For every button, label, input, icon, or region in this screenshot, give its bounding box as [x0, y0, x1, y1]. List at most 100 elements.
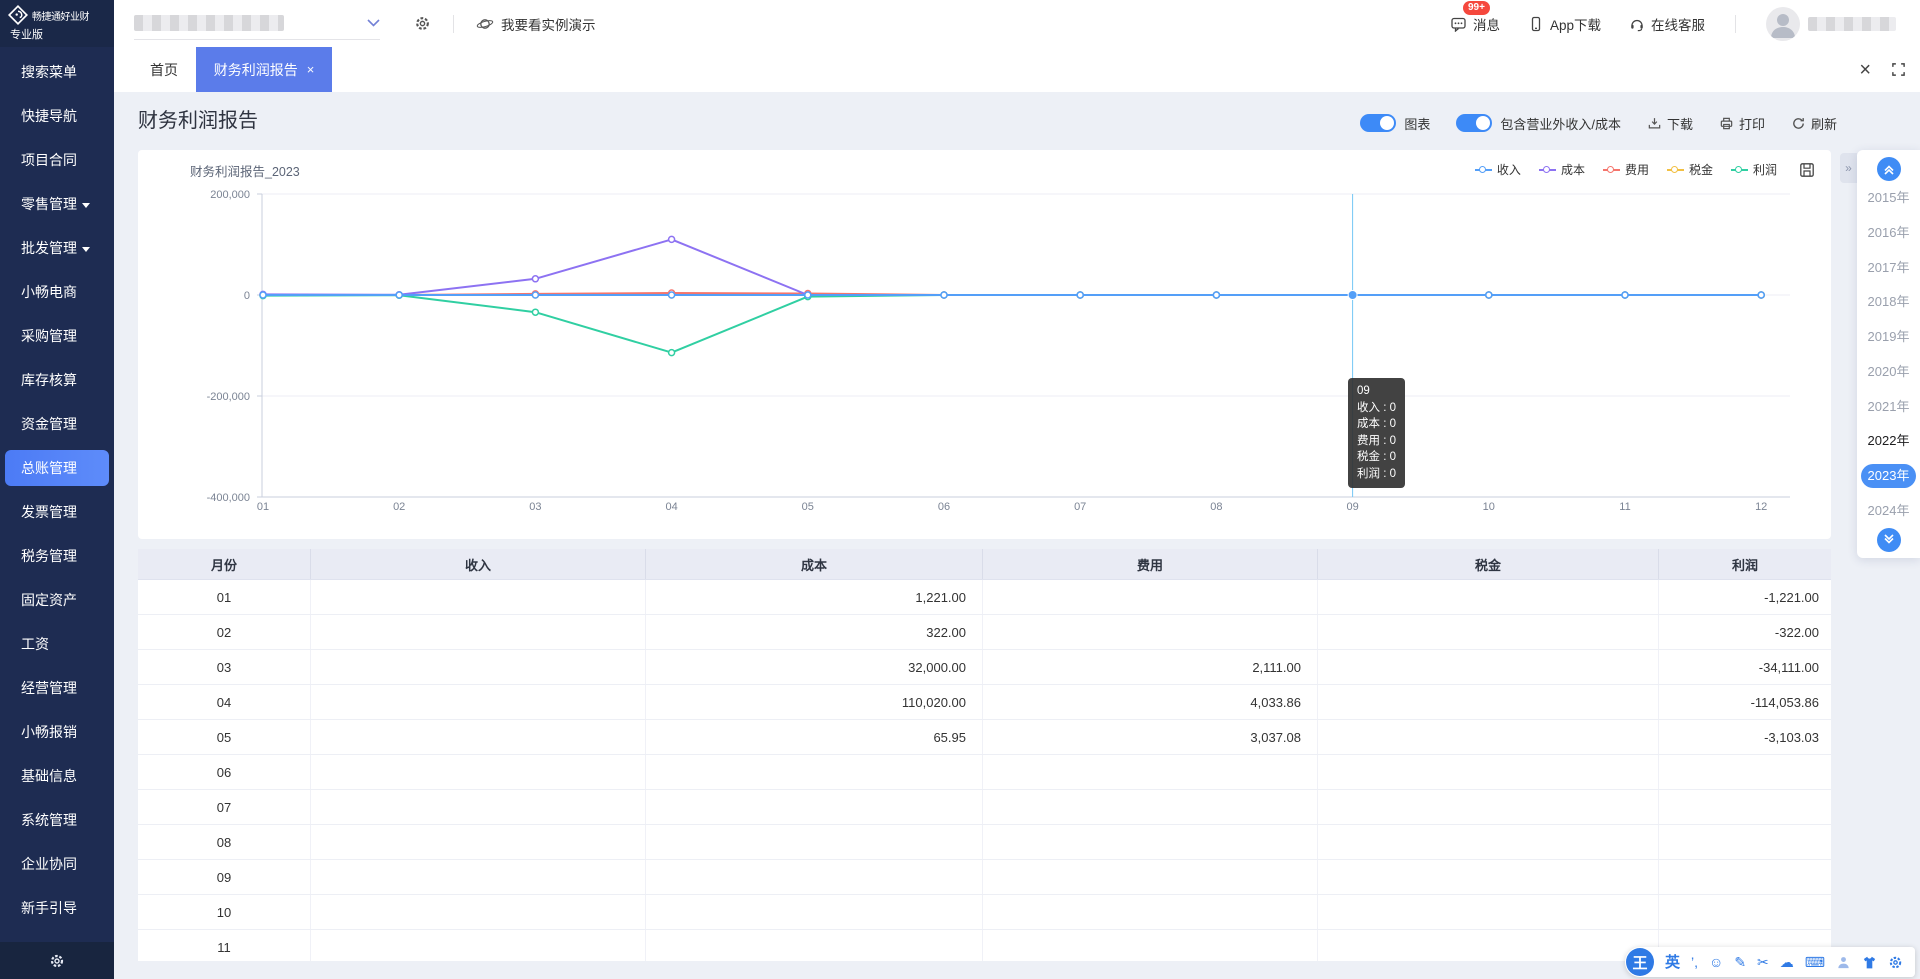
collapse-chevron-icon: » — [1845, 161, 1852, 175]
table-cell — [311, 650, 646, 684]
sidebar-item[interactable]: 小畅电商 — [0, 270, 114, 314]
online-support-button[interactable]: 在线客服 — [1629, 14, 1705, 34]
year-panel: 2015年 2016年 2017年 2018年 2019年 2020年 2021年 2022年… — [1857, 150, 1920, 558]
year-item[interactable]: 2018年 — [1868, 290, 1910, 314]
sidebar-item[interactable]: 固定资产 — [0, 578, 114, 622]
ime-logo[interactable]: 王 — [1626, 948, 1654, 976]
table-cell — [1318, 685, 1659, 719]
sidebar-item[interactable]: 批发管理 — [0, 226, 114, 270]
table-cell: 01 — [138, 580, 311, 614]
download-button[interactable]: 下载 — [1647, 114, 1693, 133]
sidebar-item[interactable]: 经营管理 — [0, 666, 114, 710]
chart-toggle[interactable] — [1360, 114, 1396, 132]
sidebar-item-label: 系统管理 — [21, 812, 77, 828]
profit-line-chart[interactable]: 200,0000-200,000-400,0000102030405060708… — [138, 150, 1831, 539]
table-cell: 10 — [138, 895, 311, 929]
year-item[interactable]: 2019年 — [1868, 325, 1910, 349]
table-cell — [311, 825, 646, 859]
user-menu[interactable] — [1766, 7, 1896, 41]
tab-profit-report[interactable]: 财务利润报告 × — [196, 47, 332, 92]
messages-button[interactable]: 99+ 消息 — [1450, 14, 1500, 34]
include-nonoperating-toggle[interactable] — [1456, 114, 1492, 132]
sidebar-item[interactable]: 发票管理 — [0, 490, 114, 534]
scissors-icon[interactable]: ✂ — [1757, 955, 1769, 969]
sidebar-settings-button[interactable] — [0, 942, 114, 979]
sidebar-item[interactable]: 企业协同 — [0, 842, 114, 886]
table-cell — [646, 895, 983, 929]
year-item[interactable]: 2024年 — [1868, 499, 1910, 523]
scroll-years-down-button[interactable] — [1877, 528, 1901, 552]
year-item[interactable]: 2015年 — [1868, 186, 1910, 210]
table-cell: -114,053.86 — [1659, 685, 1831, 719]
sidebar-item[interactable]: 采购管理 — [0, 314, 114, 358]
refresh-button[interactable]: 刷新 — [1791, 114, 1837, 133]
handwriting-pencil-icon[interactable]: ✎ — [1734, 955, 1746, 969]
brand-edition: 专业版 — [8, 26, 108, 42]
scroll-years-up-button[interactable] — [1877, 157, 1901, 181]
tab-home[interactable]: 首页 — [132, 47, 196, 92]
emoji-icon[interactable]: ☺ — [1709, 955, 1723, 969]
sidebar-item[interactable]: 快捷导航 — [0, 94, 114, 138]
sidebar-item[interactable]: 系统管理 — [0, 798, 114, 842]
app-download-label: App下载 — [1550, 14, 1601, 34]
sidebar-item[interactable]: 总账管理 — [5, 450, 109, 486]
sidebar-item[interactable]: 零售管理 — [0, 182, 114, 226]
year-item[interactable]: 2016年 — [1868, 221, 1910, 245]
sidebar-item[interactable]: 基础信息 — [0, 754, 114, 798]
sidebar-item-label: 零售管理 — [21, 196, 77, 212]
sidebar-item[interactable]: 库存核算 — [0, 358, 114, 402]
ime-settings-gear-icon[interactable] — [1888, 955, 1903, 970]
svg-text:200,000: 200,000 — [210, 189, 250, 201]
sidebar-item-label: 发票管理 — [21, 504, 77, 520]
sidebar-item[interactable]: 项目合同 — [0, 138, 114, 182]
ime-language-toggle[interactable]: 英 — [1665, 955, 1680, 970]
demo-link-label: 我要看实例演示 — [501, 14, 596, 34]
printer-icon — [1719, 116, 1734, 131]
year-item[interactable]: 2021年 — [1868, 395, 1910, 419]
company-selector[interactable] — [134, 15, 380, 40]
year-item[interactable]: 2023年 — [1861, 464, 1917, 488]
sidebar-item-label: 企业协同 — [21, 856, 77, 872]
table-header-cell: 月份 — [138, 549, 311, 579]
keyboard-icon[interactable]: ⌨ — [1805, 955, 1825, 969]
year-item[interactable]: 2022年 — [1868, 429, 1910, 453]
table-cell — [1318, 860, 1659, 894]
table-cell — [983, 825, 1318, 859]
demo-link[interactable]: 我要看实例演示 — [476, 14, 596, 34]
ime-punctuation-toggle[interactable]: ’, — [1691, 955, 1698, 969]
sidebar-item-label: 税务管理 — [21, 548, 77, 564]
table-body: 011,221.00-1,221.0002322.00-322.000332,0… — [138, 580, 1831, 961]
person-icon[interactable] — [1836, 955, 1851, 970]
sidebar-item[interactable]: 工资 — [0, 622, 114, 666]
table-cell — [1318, 930, 1659, 961]
sidebar-item[interactable]: 小畅报销 — [0, 710, 114, 754]
gear-icon — [414, 15, 431, 32]
divider — [1735, 15, 1736, 33]
close-all-icon[interactable]: × — [1859, 60, 1871, 80]
sidebar-item[interactable]: 新手引导 — [0, 886, 114, 930]
table-cell: 08 — [138, 825, 311, 859]
sidebar-item[interactable]: 税务管理 — [0, 534, 114, 578]
tabbar: 首页 财务利润报告 × × — [114, 47, 1920, 92]
brand-logo-icon — [8, 5, 28, 25]
year-item[interactable]: 2017年 — [1868, 256, 1910, 280]
skin-shirt-icon[interactable] — [1862, 955, 1877, 970]
tab-close-icon[interactable]: × — [307, 62, 315, 77]
year-list: 2015年 2016年 2017年 2018年 2019年 2020年 2021年 2022年… — [1861, 181, 1917, 528]
table-cell — [311, 930, 646, 961]
table-row: 07 — [138, 790, 1831, 825]
app-download-button[interactable]: App下载 — [1528, 14, 1601, 34]
fullscreen-icon[interactable] — [1891, 62, 1906, 77]
settings-gear-button[interactable] — [414, 15, 431, 32]
svg-text:-200,000: -200,000 — [207, 391, 250, 403]
table-cell — [983, 755, 1318, 789]
sidebar-item-label: 小畅报销 — [21, 724, 77, 740]
year-panel-collapse-handle[interactable]: » — [1840, 153, 1857, 183]
sidebar-item[interactable]: 资金管理 — [0, 402, 114, 446]
table-cell — [1659, 790, 1831, 824]
table-cell: -322.00 — [1659, 615, 1831, 649]
sidebar-item[interactable]: 搜索菜单 — [0, 50, 114, 94]
cloud-icon[interactable]: ☁ — [1780, 955, 1794, 969]
print-button[interactable]: 打印 — [1719, 114, 1765, 133]
year-item[interactable]: 2020年 — [1868, 360, 1910, 384]
